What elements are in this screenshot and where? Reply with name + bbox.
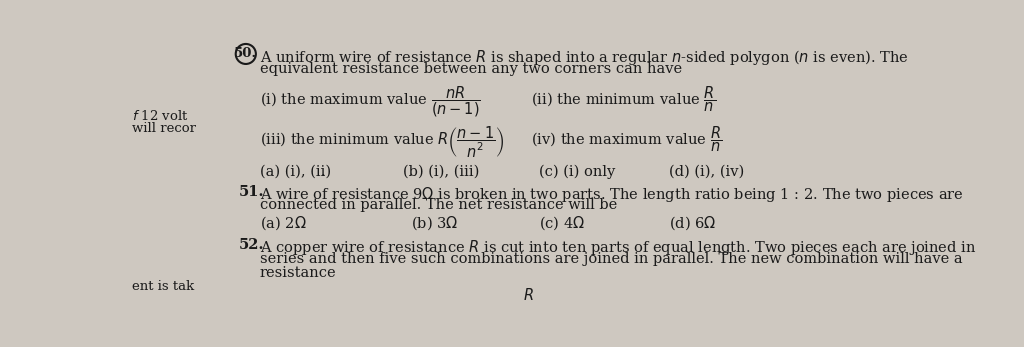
Text: series and then five such combinations are joined in parallel. The new combinati: series and then five such combinations a… bbox=[260, 252, 963, 266]
Text: A copper wire of resistance $R$ is cut into ten parts of equal length. Two piece: A copper wire of resistance $R$ is cut i… bbox=[260, 238, 976, 257]
Text: (iv) the maximum value $\dfrac{R}{n}$: (iv) the maximum value $\dfrac{R}{n}$ bbox=[531, 125, 723, 154]
Text: (b) (i), (iii): (b) (i), (iii) bbox=[403, 165, 479, 179]
Text: (a) 2$\Omega$: (a) 2$\Omega$ bbox=[260, 214, 306, 232]
Text: $f$ 12 volt: $f$ 12 volt bbox=[132, 109, 188, 124]
Text: (d) 6$\Omega$: (d) 6$\Omega$ bbox=[669, 214, 716, 232]
Text: A wire of resistance 9$\Omega$ is broken in two parts. The length ratio being 1 : A wire of resistance 9$\Omega$ is broken… bbox=[260, 185, 964, 204]
Text: (a) (i), (ii): (a) (i), (ii) bbox=[260, 165, 331, 179]
Text: 52.: 52. bbox=[239, 238, 264, 252]
Text: 50.: 50. bbox=[234, 48, 257, 60]
Text: (d) (i), (iv): (d) (i), (iv) bbox=[669, 165, 744, 179]
Text: (b) 3$\Omega$: (b) 3$\Omega$ bbox=[411, 214, 458, 232]
Text: ent is tak: ent is tak bbox=[132, 280, 195, 293]
Text: (iii) the minimum value $R\left(\dfrac{n-1}{n^2}\right)$: (iii) the minimum value $R\left(\dfrac{n… bbox=[260, 125, 504, 160]
Text: (ii) the minimum value $\dfrac{R}{n}$: (ii) the minimum value $\dfrac{R}{n}$ bbox=[531, 84, 716, 113]
Text: connected in parallel. The net resistance will be: connected in parallel. The net resistanc… bbox=[260, 198, 617, 212]
Text: resistance: resistance bbox=[260, 266, 336, 280]
Text: will recor: will recor bbox=[132, 122, 196, 135]
Text: (c) (i) only: (c) (i) only bbox=[539, 165, 615, 179]
Text: $R$: $R$ bbox=[523, 287, 535, 303]
Text: A uniform wire of resistance $R$ is shaped into a regular $n$-sided polygon ($n$: A uniform wire of resistance $R$ is shap… bbox=[260, 48, 908, 67]
Text: equivalent resistance between any two corners can have: equivalent resistance between any two co… bbox=[260, 62, 682, 76]
Text: .: . bbox=[321, 165, 325, 179]
Text: (i) the maximum value $\dfrac{nR}{(n-1)}$: (i) the maximum value $\dfrac{nR}{(n-1)}… bbox=[260, 84, 480, 119]
Text: 51.: 51. bbox=[239, 185, 264, 199]
Text: (c) 4$\Omega$: (c) 4$\Omega$ bbox=[539, 214, 585, 232]
